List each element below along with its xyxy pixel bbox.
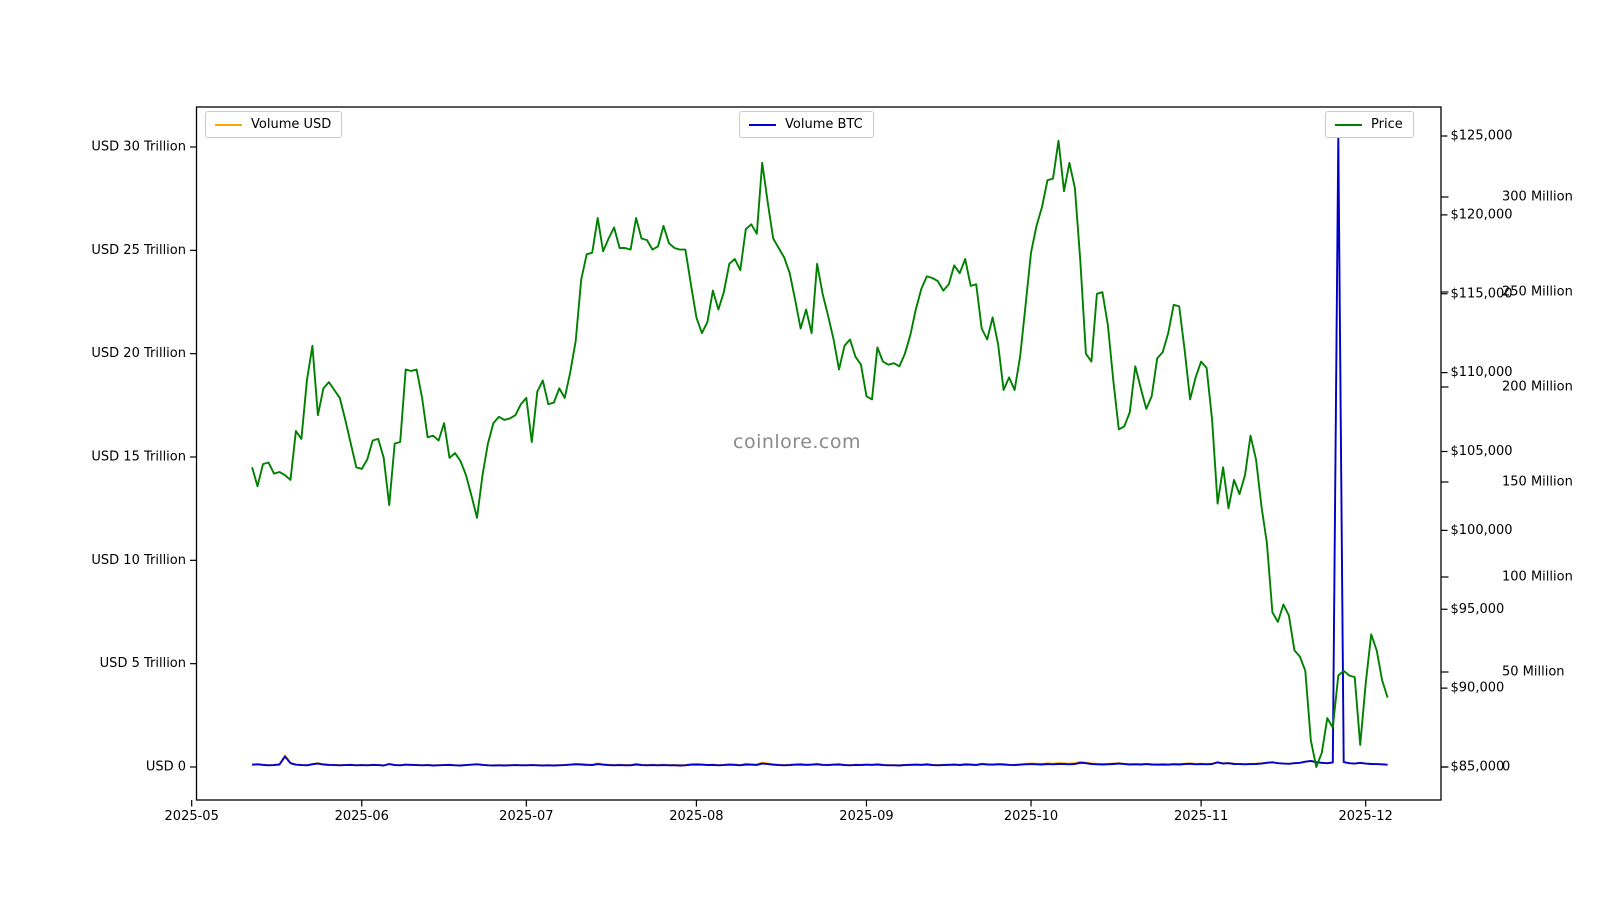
price-tick-label: $120,000 xyxy=(1451,207,1513,222)
volume-btc-line xyxy=(252,135,1388,767)
price-tick-label: $105,000 xyxy=(1451,444,1513,459)
x-tick-label: 2025-10 xyxy=(1004,809,1058,824)
x-tick-label: 2025-05 xyxy=(165,809,219,824)
volume-btc-line-swatch xyxy=(749,123,776,126)
left-tick-label: USD 20 Trillion xyxy=(91,346,186,361)
legend-volume-usd: Volume USD xyxy=(205,111,343,138)
btc-volume-tick-label: 50 Million xyxy=(1502,665,1565,680)
legend-price: Price xyxy=(1325,111,1414,138)
price-tick-label: $115,000 xyxy=(1451,286,1513,301)
plot-border xyxy=(195,106,1442,801)
volume-usd-line-swatch xyxy=(215,123,242,126)
left-tick-label: USD 5 Trillion xyxy=(100,656,186,671)
x-tick-label: 2025-11 xyxy=(1174,809,1228,824)
price-line-swatch xyxy=(1335,123,1362,126)
btc-volume-tick-label: 300 Million xyxy=(1502,190,1573,205)
price-tick-label: $95,000 xyxy=(1451,602,1505,617)
left-tick-label: USD 0 xyxy=(146,760,186,775)
x-tick-label: 2025-08 xyxy=(669,809,723,824)
btc-volume-tick-label: 250 Million xyxy=(1502,285,1573,300)
legend-volume-usd-label: Volume USD xyxy=(251,117,332,132)
price-tick-label: $100,000 xyxy=(1451,523,1513,538)
btc-volume-tick-label: 200 Million xyxy=(1502,380,1573,395)
volume-usd-line xyxy=(252,143,1388,767)
left-tick-label: USD 30 Trillion xyxy=(91,139,186,154)
x-tick-label: 2025-07 xyxy=(499,809,553,824)
legend-price-label: Price xyxy=(1371,117,1403,132)
price-line xyxy=(251,139,1389,768)
price-tick-label: $110,000 xyxy=(1451,365,1513,380)
watermark: coinlore.com xyxy=(733,431,861,453)
x-tick-label: 2025-06 xyxy=(335,809,389,824)
left-tick-label: USD 25 Trillion xyxy=(91,243,186,258)
legend-volume-btc-label: Volume BTC xyxy=(785,117,863,132)
left-tick-label: USD 10 Trillion xyxy=(91,553,186,568)
x-tick-label: 2025-12 xyxy=(1339,809,1393,824)
price-tick-label: $85,000 xyxy=(1451,760,1505,775)
legend-volume-btc: Volume BTC xyxy=(739,111,874,138)
left-tick-label: USD 15 Trillion xyxy=(91,449,186,464)
btc-volume-tick-label: 0 xyxy=(1502,760,1510,775)
btc-volume-tick-label: 150 Million xyxy=(1502,475,1573,490)
x-tick-label: 2025-09 xyxy=(839,809,893,824)
btc-volume-tick-label: 100 Million xyxy=(1502,570,1573,585)
price-tick-label: $90,000 xyxy=(1451,681,1505,696)
price-tick-label: $125,000 xyxy=(1451,129,1513,144)
